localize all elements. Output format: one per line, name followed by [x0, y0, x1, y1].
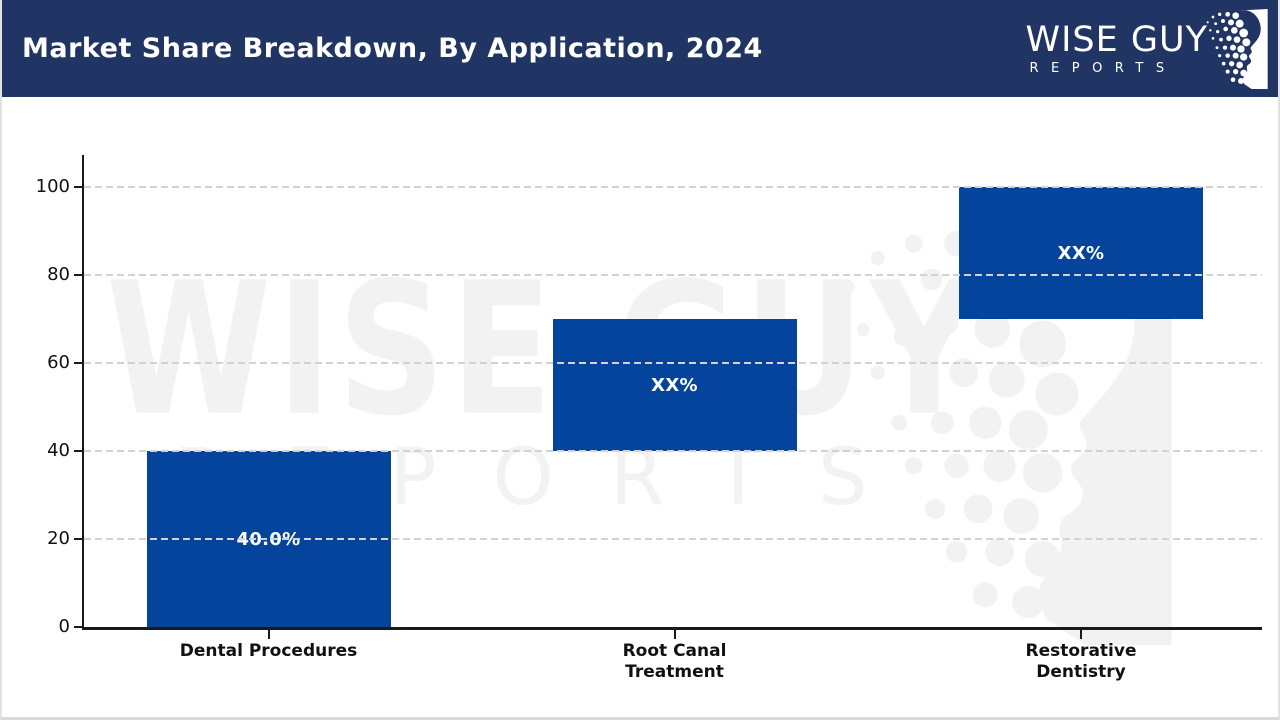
gridline-80 [84, 274, 1262, 276]
logo-subtitle: REPORTS [1029, 60, 1177, 76]
logo-wordmark: WISE GUY [1025, 19, 1208, 60]
y-tick-100 [74, 186, 82, 188]
y-tick-40 [74, 450, 82, 452]
x-tick-1 [673, 630, 676, 639]
x-category-label: Restorative Dentistry [1025, 641, 1137, 683]
y-tick-label-20: 20 [47, 528, 70, 549]
x-category-label: Root Canal Treatment [622, 641, 727, 683]
gridline-20 [84, 538, 1262, 540]
y-tick-label-80: 80 [47, 264, 70, 285]
x-category-label: Dental Procedures [179, 641, 358, 661]
face-dots-icon [1206, 8, 1268, 89]
x-tick-0 [267, 630, 270, 639]
bar-segment: XX% [959, 187, 1203, 319]
y-tick-20 [74, 538, 82, 540]
plot-area: 0 20 40 60 80 100 40.0% Dental Procedures XX% Roo… [36, 155, 1262, 682]
page-title: Market Share Breakdown, By Application, … [22, 33, 763, 64]
y-tick-label-100: 100 [35, 176, 70, 197]
y-tick-80 [74, 274, 82, 276]
y-tick-label-40: 40 [47, 440, 70, 461]
header: Market Share Breakdown, By Application, … [2, 0, 1278, 97]
bar-value-label: XX% [651, 374, 698, 396]
x-tick-2 [1080, 630, 1082, 639]
y-tick-label-0: 0 [58, 616, 70, 637]
chart-area: WISE GUY REPORTS 0 20 40 60 80 100 40.0% Dental… [2, 97, 1278, 717]
y-tick-60 [74, 362, 82, 364]
bar-segment: XX% [552, 319, 797, 451]
y-tick-label-60: 60 [47, 352, 70, 373]
gridline-60 [84, 362, 1262, 364]
bar-value-label: XX% [1057, 242, 1105, 264]
wise-guy-logo: WISE GUY REPORTS [1025, 8, 1268, 89]
y-tick-0 [74, 626, 82, 628]
gridline-100 [84, 186, 1262, 188]
gridline-40 [84, 450, 1262, 452]
